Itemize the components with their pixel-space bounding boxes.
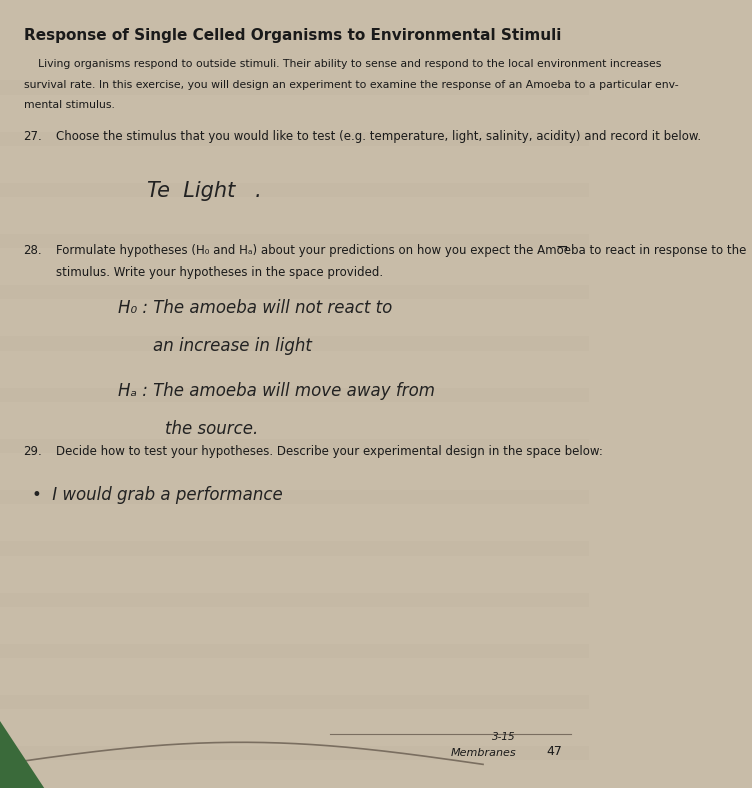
Text: the source.: the source. xyxy=(165,420,258,438)
Bar xyxy=(0,234,589,248)
Text: Living organisms respond to outside stimuli. Their ability to sense and respond : Living organisms respond to outside stim… xyxy=(23,59,661,69)
Bar xyxy=(0,593,589,607)
Bar xyxy=(0,80,589,95)
Bar xyxy=(0,132,589,146)
Bar xyxy=(0,541,589,556)
Text: Decide how to test your hypotheses. Describe your experimental design in the spa: Decide how to test your hypotheses. Desc… xyxy=(56,445,603,458)
Text: 3-15: 3-15 xyxy=(492,732,515,742)
Bar xyxy=(0,746,589,760)
Bar xyxy=(0,336,589,351)
Text: an increase in light: an increase in light xyxy=(153,337,312,355)
Text: Te  Light   .: Te Light . xyxy=(147,181,262,201)
Bar xyxy=(0,644,589,658)
Bar xyxy=(0,183,589,197)
Polygon shape xyxy=(0,721,44,788)
Bar xyxy=(0,695,589,709)
Text: Membranes: Membranes xyxy=(450,748,516,758)
Text: ¬: ¬ xyxy=(556,240,569,255)
Text: Formulate hypotheses (H₀ and Hₐ) about your predictions on how you expect the Am: Formulate hypotheses (H₀ and Hₐ) about y… xyxy=(56,244,746,257)
Text: 47: 47 xyxy=(547,745,562,758)
Text: mental stimulus.: mental stimulus. xyxy=(23,100,114,110)
Text: Response of Single Celled Organisms to Environmental Stimuli: Response of Single Celled Organisms to E… xyxy=(23,28,561,43)
Text: Hₐ : The amoeba will move away from: Hₐ : The amoeba will move away from xyxy=(118,382,435,400)
Bar xyxy=(0,388,589,402)
Text: H₀ : The amoeba will not react to: H₀ : The amoeba will not react to xyxy=(118,299,392,318)
Text: survival rate. In this exercise, you will design an experiment to examine the re: survival rate. In this exercise, you wil… xyxy=(23,80,678,90)
Text: 27.: 27. xyxy=(23,130,42,143)
Text: Choose the stimulus that you would like to test (e.g. temperature, light, salini: Choose the stimulus that you would like … xyxy=(56,130,701,143)
Text: 29.: 29. xyxy=(23,445,42,458)
Bar xyxy=(0,490,589,504)
Bar xyxy=(0,285,589,299)
Bar xyxy=(0,439,589,453)
Text: 28.: 28. xyxy=(23,244,42,257)
Text: •  I would grab a performance: • I would grab a performance xyxy=(32,486,284,504)
Text: stimulus. Write your hypotheses in the space provided.: stimulus. Write your hypotheses in the s… xyxy=(56,266,383,279)
